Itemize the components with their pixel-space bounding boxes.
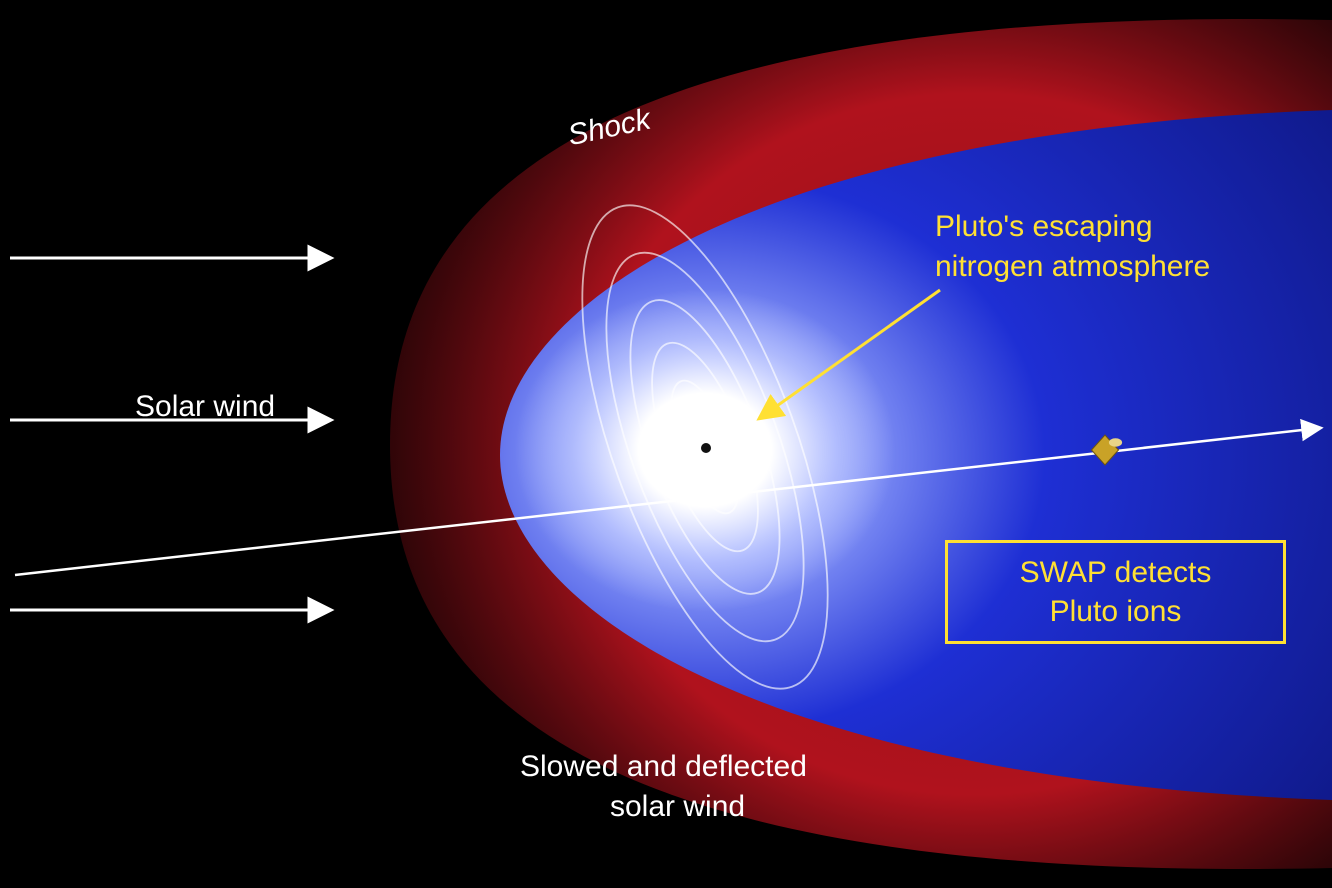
swap-label-line1: SWAP detects bbox=[968, 553, 1263, 592]
swap-detection-box: SWAP detects Pluto ions bbox=[945, 540, 1286, 644]
nitrogen-label-line1: Pluto's escaping bbox=[935, 210, 1153, 244]
swap-label-line2: Pluto ions bbox=[968, 592, 1263, 631]
slowed-label-line2: solar wind bbox=[610, 790, 745, 824]
nitrogen-label-line2: nitrogen atmosphere bbox=[935, 250, 1210, 284]
slowed-label-line1: Slowed and deflected bbox=[520, 750, 807, 784]
pluto-dot bbox=[701, 443, 711, 453]
solar-wind-label: Solar wind bbox=[135, 390, 275, 424]
